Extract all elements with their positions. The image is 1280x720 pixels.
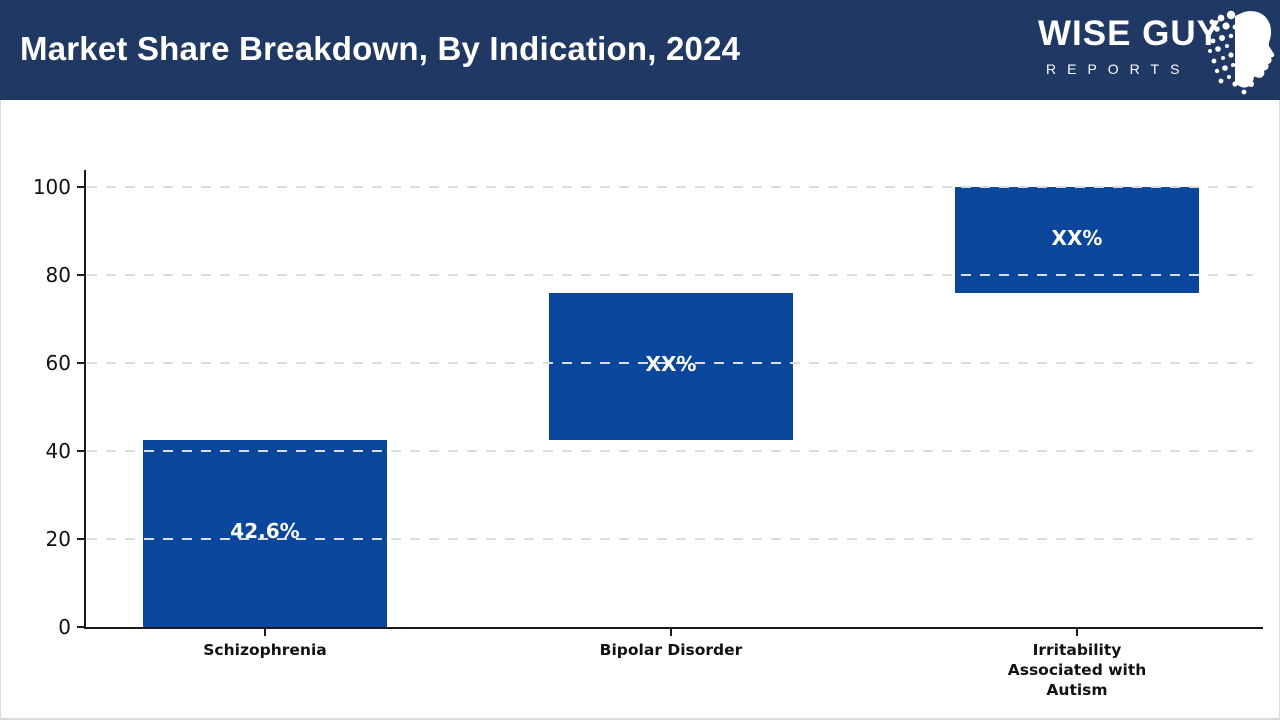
brand-logo: WISE GUY REPORTS — [1038, 6, 1275, 96]
y-axis-tick — [77, 274, 86, 276]
brand-logo-subtitle: REPORTS — [1046, 61, 1191, 77]
bar-value-label: XX% — [645, 352, 697, 377]
y-axis — [84, 170, 86, 629]
y-tick-label: 60 — [45, 351, 71, 375]
category-label: Bipolar Disorder — [511, 640, 831, 660]
gridline — [87, 186, 1253, 188]
x-axis-tick — [1076, 629, 1078, 636]
bar-2 — [549, 293, 793, 440]
brand-logo-name: WISE GUY — [1038, 14, 1222, 53]
y-tick-label: 0 — [58, 615, 71, 639]
y-axis-tick — [77, 186, 86, 188]
x-axis-tick — [670, 629, 672, 636]
category-label-line: Schizophrenia — [203, 641, 327, 659]
y-tick-label: 80 — [45, 263, 71, 287]
y-tick-label: 20 — [45, 527, 71, 551]
gridline — [87, 538, 1253, 540]
category-label: Schizophrenia — [105, 640, 425, 660]
category-label: Irritability Associated with Autism — [917, 640, 1237, 700]
gridline — [87, 362, 1253, 364]
chart-title: Market Share Breakdown, By Indication, 2… — [20, 30, 741, 67]
bar-value-label: XX% — [1051, 226, 1103, 251]
x-axis-tick — [264, 629, 266, 636]
category-label-line: Autism — [1046, 681, 1108, 699]
y-tick-label: 100 — [32, 175, 71, 199]
gridline — [87, 274, 1253, 276]
y-axis-tick — [77, 450, 86, 452]
brand-logo-face-icon — [1207, 10, 1275, 95]
y-axis-tick — [77, 362, 86, 364]
header-bar: Market Share Breakdown, By Indication, 2… — [0, 0, 1280, 100]
y-tick-label: 40 — [45, 439, 71, 463]
y-axis-tick — [77, 538, 86, 540]
bar-value-label: 42.6% — [230, 519, 300, 544]
bar-1 — [143, 439, 387, 627]
x-axis — [84, 627, 1263, 629]
category-label-line: Associated with — [1007, 661, 1147, 679]
category-label-line: Bipolar Disorder — [599, 641, 743, 659]
category-label-line: Irritability — [1032, 641, 1122, 659]
gridline — [87, 450, 1253, 452]
y-axis-tick — [77, 626, 86, 628]
